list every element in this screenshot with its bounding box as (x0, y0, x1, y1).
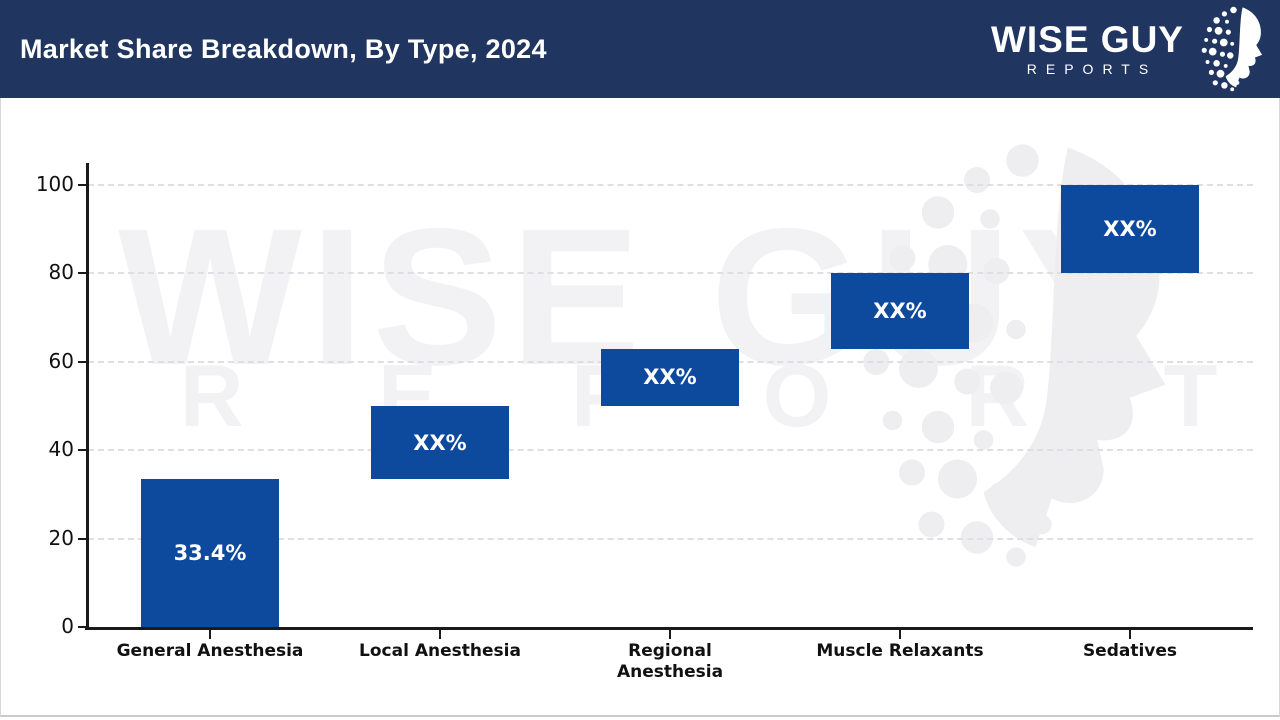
bar-sedatives: XX% (1061, 185, 1199, 274)
bar-value-label: XX% (873, 298, 927, 323)
x-axis-label-general-anesthesia: General Anesthesia (116, 641, 304, 661)
bar-muscle-relaxants: XX% (831, 273, 969, 349)
y-axis-line (86, 163, 89, 630)
bar-general-anesthesia: 33.4% (141, 479, 279, 627)
logo-text: WISE GUY REPORTS (991, 21, 1184, 77)
y-tick-label: 0 (61, 614, 74, 638)
x-axis-label-local-anesthesia: Local Anesthesia (359, 641, 521, 661)
bar-value-label: XX% (1103, 217, 1157, 242)
x-axis-label-sedatives: Sedatives (1082, 641, 1178, 661)
x-tick-mark (439, 630, 441, 639)
gridline-40 (88, 449, 1253, 452)
y-tick-mark (78, 626, 86, 628)
x-tick-mark (899, 630, 901, 639)
y-tick-label: 80 (48, 260, 74, 285)
logo-subtitle: REPORTS (1026, 61, 1158, 77)
x-axis-label-muscle-relaxants: Muscle Relaxants (816, 641, 984, 661)
x-tick-mark (1129, 630, 1131, 639)
y-tick-mark (78, 272, 86, 275)
header-bar: Market Share Breakdown, By Type, 2024 WI… (0, 0, 1280, 98)
y-tick-label: 60 (48, 348, 74, 373)
x-axis-line (85, 627, 1253, 630)
page-title: Market Share Breakdown, By Type, 2024 (20, 33, 547, 64)
x-tick-mark (669, 630, 671, 639)
y-tick-label: 20 (48, 525, 74, 550)
bar-local-anesthesia: XX% (371, 406, 509, 480)
y-tick-mark (78, 360, 86, 363)
y-tick-label: 40 (48, 437, 74, 462)
gridline-100 (88, 184, 1253, 186)
x-axis-label-regional-anesthesia: Regional Anesthesia (616, 641, 724, 683)
wise-guy-reports-logo: WISE GUY REPORTS (991, 3, 1266, 95)
gridline-80 (88, 272, 1253, 275)
y-tick-label: 100 (35, 172, 74, 196)
bar-regional-anesthesia: XX% (601, 348, 739, 406)
y-tick-mark (78, 184, 86, 186)
gridline-20 (88, 537, 1253, 540)
bar-value-label: XX% (643, 365, 697, 390)
logo-wordmark: WISE GUY (990, 19, 1184, 60)
dotted-head-logo-icon (1188, 3, 1266, 95)
bar-value-label: 33.4% (173, 541, 247, 566)
bar-value-label: XX% (413, 430, 467, 455)
y-tick-mark (78, 449, 86, 452)
x-tick-mark (209, 630, 211, 639)
y-tick-mark (78, 537, 86, 540)
